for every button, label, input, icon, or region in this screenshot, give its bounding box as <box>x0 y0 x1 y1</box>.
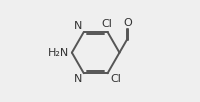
Text: N: N <box>74 21 82 32</box>
Text: H₂N: H₂N <box>47 48 69 58</box>
Text: O: O <box>124 18 133 28</box>
Text: Cl: Cl <box>101 19 112 29</box>
Text: Cl: Cl <box>111 74 122 84</box>
Text: N: N <box>74 74 82 84</box>
